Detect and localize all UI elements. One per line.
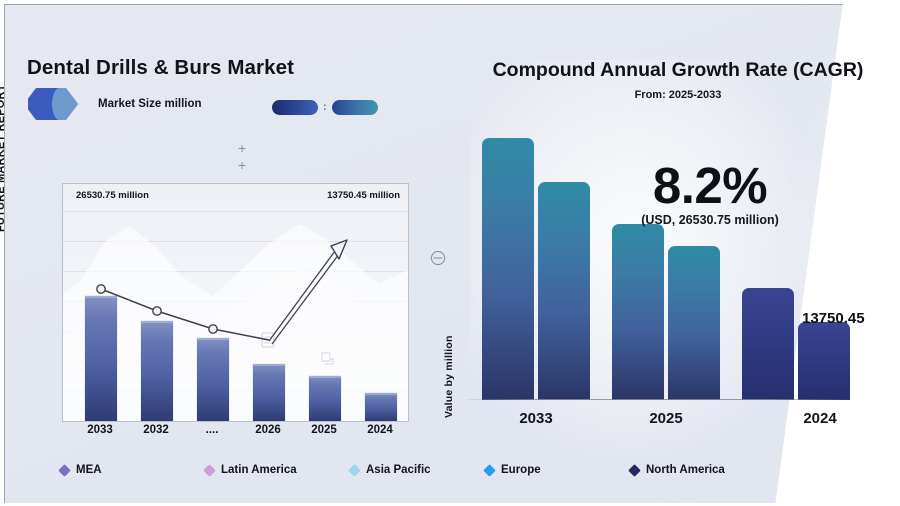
x-label-2024: 2024 bbox=[367, 424, 393, 436]
right-chart: 13750.45 2033 2025 2024 bbox=[462, 120, 892, 430]
legend-dot-latin-america bbox=[203, 463, 216, 477]
left-chart-y-axis-title: FUTURE MARKET REPORT bbox=[0, 84, 7, 232]
bar-2026 bbox=[253, 364, 285, 421]
series-label: Market Size million bbox=[98, 98, 202, 110]
right-chart-baseline bbox=[466, 398, 856, 400]
ghost-share-icon bbox=[321, 352, 334, 365]
x-label-2033: 2033 bbox=[87, 424, 113, 436]
plus-icon-2: + bbox=[238, 157, 247, 173]
legend-label-north-america: North America bbox=[646, 464, 725, 476]
bar-2025 bbox=[309, 376, 341, 421]
r-x-label-2025: 2025 bbox=[649, 410, 683, 427]
page-title: Dental Drills & Burs Market bbox=[27, 56, 294, 79]
rbar-2025-primary bbox=[612, 224, 664, 400]
legend-dot-asia-pacific bbox=[348, 463, 361, 477]
region-legend: MEA Latin America Asia Pacific Europe No… bbox=[58, 463, 725, 477]
cagr-subtitle: From: 2025-2033 bbox=[634, 89, 722, 101]
bar-2032 bbox=[141, 321, 173, 421]
legend-item-latin-america[interactable]: Latin America bbox=[203, 463, 350, 477]
left-chart-x-axis: 2033 2032 .... 2026 2025 2024 bbox=[62, 424, 407, 444]
x-label-2032: 2032 bbox=[143, 424, 169, 436]
cagr-title: Compound Annual Growth Rate (CAGR) bbox=[492, 59, 864, 81]
legend-item-north-america[interactable]: North America bbox=[628, 463, 725, 477]
legend-label-latin-america: Latin America bbox=[221, 464, 297, 476]
pill-separator: : bbox=[323, 101, 327, 113]
bar-cap bbox=[253, 364, 285, 366]
pill-badge-primary bbox=[272, 100, 318, 115]
cagr-value: 8.2% bbox=[652, 157, 768, 214]
legend-dot-europe bbox=[483, 463, 496, 477]
pill-badge-group: : bbox=[272, 100, 378, 115]
rbar-2024-secondary bbox=[798, 322, 850, 400]
rbar-2033-primary bbox=[482, 138, 534, 400]
bar-2033 bbox=[85, 296, 117, 421]
legend-item-mea[interactable]: MEA bbox=[58, 463, 205, 477]
legend-label-asia-pacific: Asia Pacific bbox=[366, 464, 431, 476]
bar-cap bbox=[365, 393, 397, 395]
legend-label-mea: MEA bbox=[76, 464, 102, 476]
legend-dot-mea bbox=[58, 463, 71, 477]
r-x-label-2024: 2024 bbox=[803, 410, 837, 427]
gridline bbox=[63, 271, 408, 272]
rbar-2033-secondary bbox=[538, 182, 590, 400]
hexagon-split-icon bbox=[28, 87, 88, 121]
bar-cap bbox=[197, 338, 229, 340]
pill-badge-secondary bbox=[331, 100, 378, 115]
right-chart-data-label: 13750.45 bbox=[802, 310, 865, 327]
bar-ellipsis bbox=[197, 338, 229, 421]
left-chart: 26530.75 million 13750.45 million bbox=[62, 183, 409, 422]
gridline bbox=[63, 211, 408, 212]
rbar-2025-secondary bbox=[668, 246, 720, 400]
plus-marks-group: + + bbox=[238, 140, 246, 174]
minus-circle-icon[interactable] bbox=[430, 250, 446, 266]
series-legend: Market Size million bbox=[28, 87, 202, 121]
cagr-usd-note: (USD, 26530.75 million) bbox=[641, 213, 779, 227]
r-x-label-2033: 2033 bbox=[519, 410, 553, 427]
left-chart-value-end: 13750.45 million bbox=[327, 190, 400, 201]
left-chart-right-axis-title: Value by million bbox=[443, 335, 455, 418]
bar-cap bbox=[309, 376, 341, 378]
bar-cap bbox=[141, 321, 173, 323]
x-label-2025: 2025 bbox=[311, 424, 337, 436]
legend-item-europe[interactable]: Europe bbox=[483, 463, 630, 477]
rbar-2024-primary bbox=[742, 288, 794, 400]
x-label-2026: 2026 bbox=[255, 424, 281, 436]
left-chart-value-start: 26530.75 million bbox=[76, 190, 149, 201]
bar-2024 bbox=[365, 393, 397, 421]
trend-line-overlay bbox=[96, 239, 348, 345]
bar-cap bbox=[85, 296, 117, 298]
legend-dot-north-america bbox=[628, 463, 641, 477]
plus-icon-1: + bbox=[238, 140, 247, 156]
left-header: Dental Drills & Burs Market bbox=[27, 55, 447, 81]
x-label-ellipsis: .... bbox=[205, 424, 219, 436]
legend-label-europe: Europe bbox=[501, 464, 541, 476]
gridline bbox=[63, 241, 408, 242]
legend-item-asia-pacific[interactable]: Asia Pacific bbox=[348, 463, 485, 477]
